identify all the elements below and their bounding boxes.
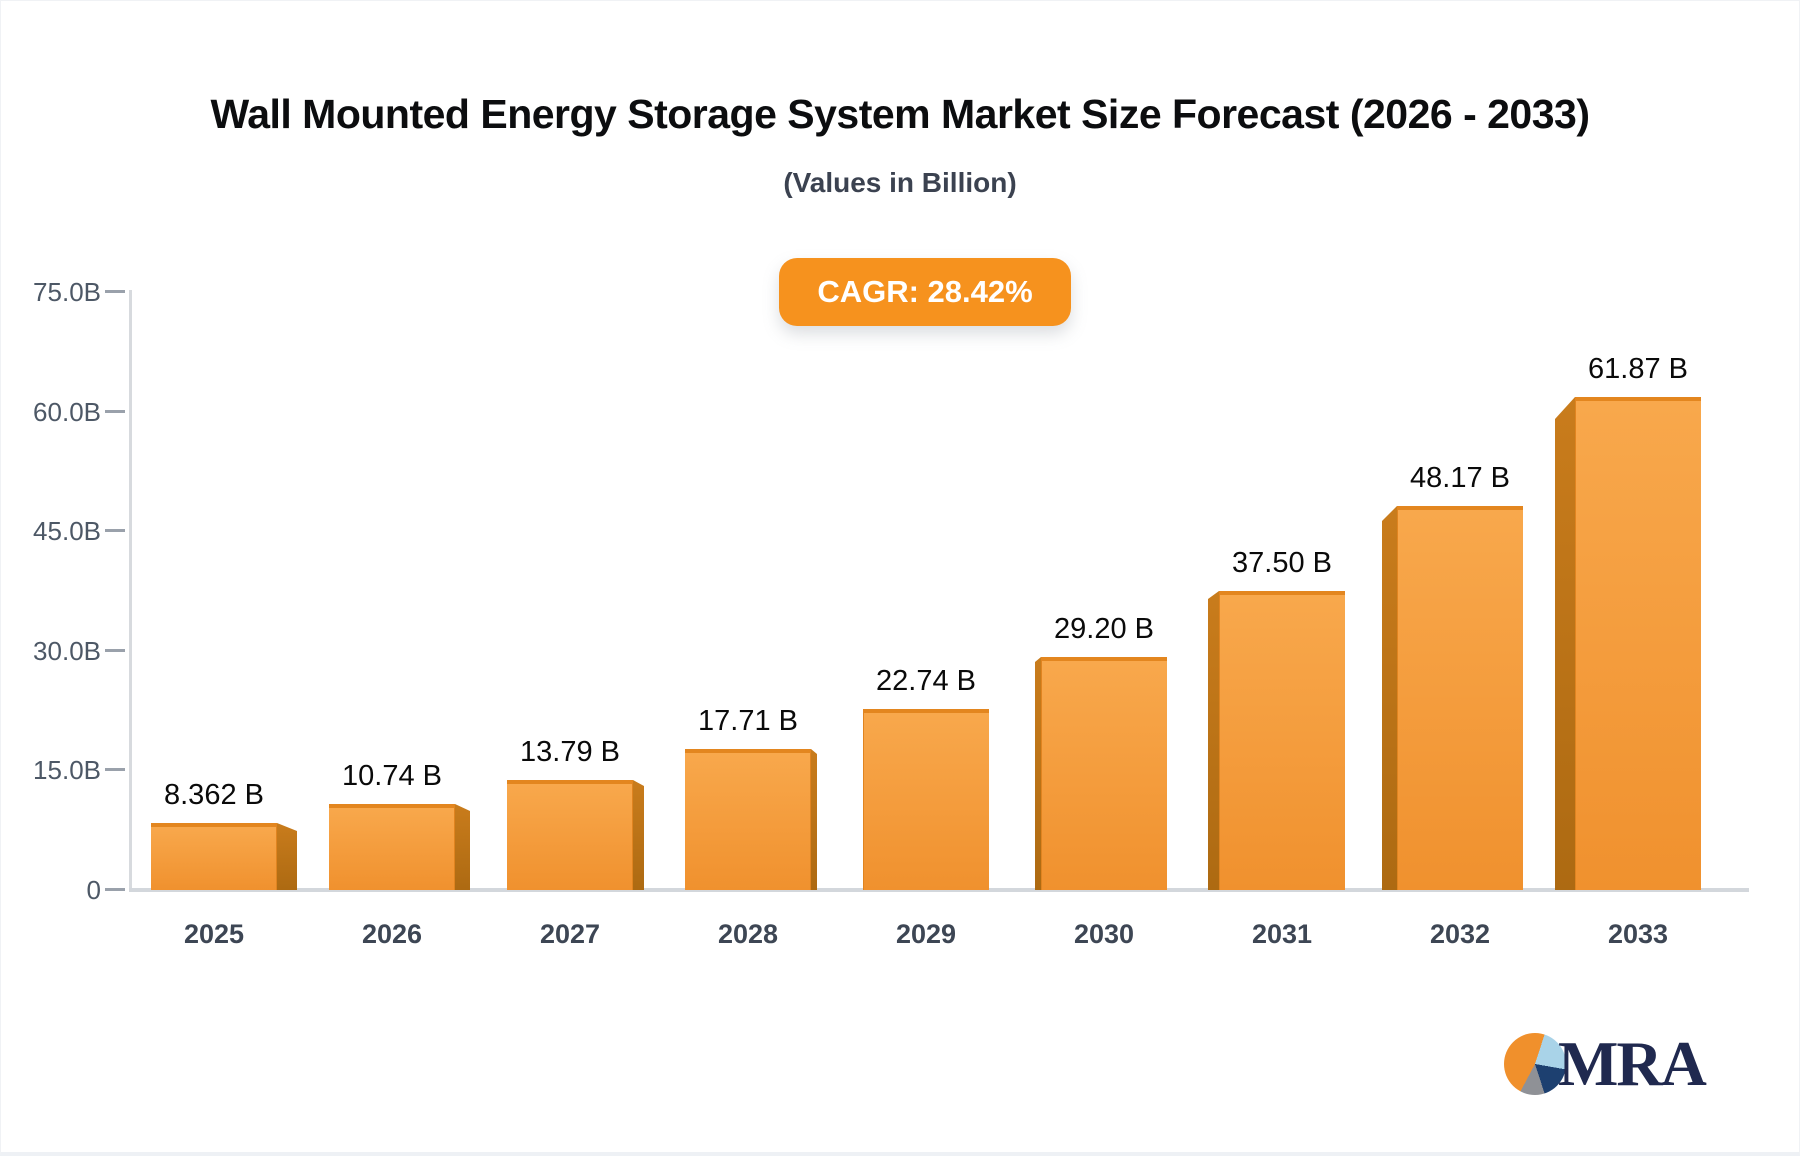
- y-axis-tick: [105, 529, 125, 533]
- y-axis-line: [129, 290, 132, 890]
- bar-value-label: 61.87 B: [1588, 353, 1688, 385]
- bar-value-label: 8.362 B: [164, 779, 264, 811]
- bar-3d-side: [455, 804, 470, 890]
- bar-3d-side: [1208, 591, 1219, 890]
- bar-2032: [1397, 506, 1523, 890]
- x-axis-label: 2026: [361, 919, 423, 949]
- y-axis-label: 0: [86, 875, 101, 905]
- bar-value-label: 13.79 B: [520, 736, 620, 768]
- chart-title: Wall Mounted Energy Storage System Marke…: [210, 91, 1590, 137]
- mra-logo: MRA: [1504, 1028, 1707, 1099]
- x-axis-label: 2028: [717, 919, 779, 949]
- bar-2029: [863, 709, 989, 890]
- bar-value-label: 17.71 B: [698, 705, 798, 737]
- chart-subtitle: (Values in Billion): [783, 167, 1017, 198]
- bar-value-label: 10.74 B: [342, 760, 442, 792]
- x-axis-label: 2031: [1251, 919, 1313, 949]
- y-axis-tick: [105, 648, 125, 652]
- x-axis-label: 2025: [183, 919, 245, 949]
- y-axis-label: 30.0B: [33, 635, 101, 666]
- x-axis-label: 2030: [1073, 919, 1135, 949]
- x-axis-label: 2029: [895, 919, 957, 949]
- bar-2028: [685, 749, 811, 890]
- bar-2025: [151, 823, 277, 890]
- y-axis-label: 75.0B: [33, 277, 101, 307]
- y-axis-tick: [105, 888, 125, 891]
- pie-chart-logo-icon: [1504, 1033, 1566, 1095]
- logo-text: MRA: [1558, 1028, 1707, 1099]
- bar-3d-side: [1035, 657, 1041, 890]
- bar-3d-side: [633, 780, 644, 890]
- x-axis-label: 2033: [1607, 919, 1669, 949]
- y-axis-label: 15.0B: [33, 755, 101, 786]
- y-axis-label: 60.0B: [33, 396, 101, 427]
- x-axis-baseline: [129, 888, 1749, 892]
- y-axis-label: 45.0B: [33, 516, 101, 547]
- bar-value-label: 48.17 B: [1410, 462, 1510, 494]
- bar-2027: [507, 780, 633, 890]
- bar-3d-side: [1555, 397, 1575, 890]
- bar-value-label: 37.50 B: [1232, 547, 1332, 579]
- bar-2026: [329, 804, 455, 890]
- bar-3d-side: [1382, 506, 1397, 890]
- bar-2030: [1041, 657, 1167, 890]
- y-axis-tick: [105, 290, 125, 293]
- bar-value-label: 29.20 B: [1054, 613, 1154, 645]
- x-axis-label: 2027: [539, 919, 601, 949]
- y-axis-tick: [105, 409, 125, 413]
- bar-value-label: 22.74 B: [876, 665, 976, 697]
- bar-2031: [1219, 591, 1345, 890]
- bar-3d-side: [811, 749, 817, 890]
- y-axis-tick: [105, 768, 125, 772]
- x-axis-label: 2032: [1429, 919, 1491, 949]
- cagr-badge: CAGR: 28.42%: [779, 258, 1071, 326]
- bar-2033: [1575, 397, 1701, 890]
- bar-3d-side: [277, 823, 297, 890]
